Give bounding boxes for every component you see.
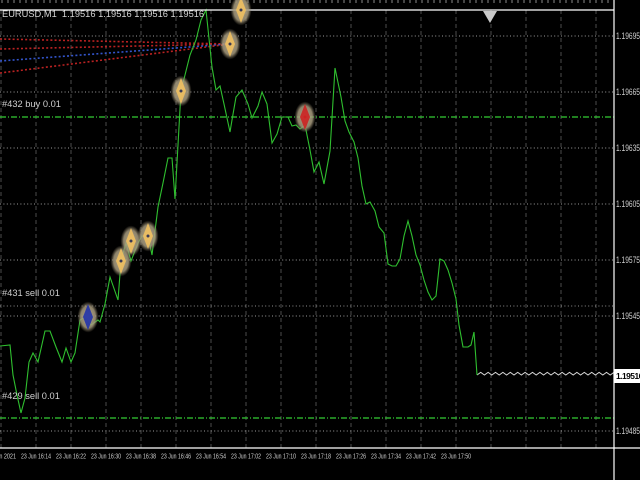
svg-text:1.19605: 1.19605 — [616, 199, 640, 209]
svg-text:1.19635: 1.19635 — [616, 143, 640, 153]
svg-text:23 Jun 16:38: 23 Jun 16:38 — [126, 452, 156, 461]
svg-text:23 Jun 16:22: 23 Jun 16:22 — [56, 452, 86, 461]
svg-text:23 Jun 17:10: 23 Jun 17:10 — [266, 452, 296, 461]
svg-text:1.19695: 1.19695 — [616, 31, 640, 41]
svg-text:23 Jun 17:50: 23 Jun 17:50 — [441, 452, 471, 461]
svg-text:23 Jun 2021: 23 Jun 2021 — [0, 452, 16, 461]
svg-text:23 Jun 17:18: 23 Jun 17:18 — [301, 452, 331, 461]
svg-text:23 Jun 17:42: 23 Jun 17:42 — [406, 452, 436, 461]
svg-text:23 Jun 16:46: 23 Jun 16:46 — [161, 452, 191, 461]
svg-text:1.19545: 1.19545 — [616, 311, 640, 321]
svg-text:23 Jun 16:54: 23 Jun 16:54 — [196, 452, 226, 461]
svg-text:23 Jun 16:14: 23 Jun 16:14 — [21, 452, 51, 461]
svg-text:1.19485: 1.19485 — [616, 426, 640, 436]
svg-text:23 Jun 16:30: 23 Jun 16:30 — [91, 452, 121, 461]
svg-text:23 Jun 17:34: 23 Jun 17:34 — [371, 452, 401, 461]
svg-text:23 Jun 17:02: 23 Jun 17:02 — [231, 452, 261, 461]
svg-text:23 Jun 17:26: 23 Jun 17:26 — [336, 452, 366, 461]
svg-text:1.19665: 1.19665 — [616, 87, 640, 97]
svg-text:1.19575: 1.19575 — [616, 255, 640, 265]
